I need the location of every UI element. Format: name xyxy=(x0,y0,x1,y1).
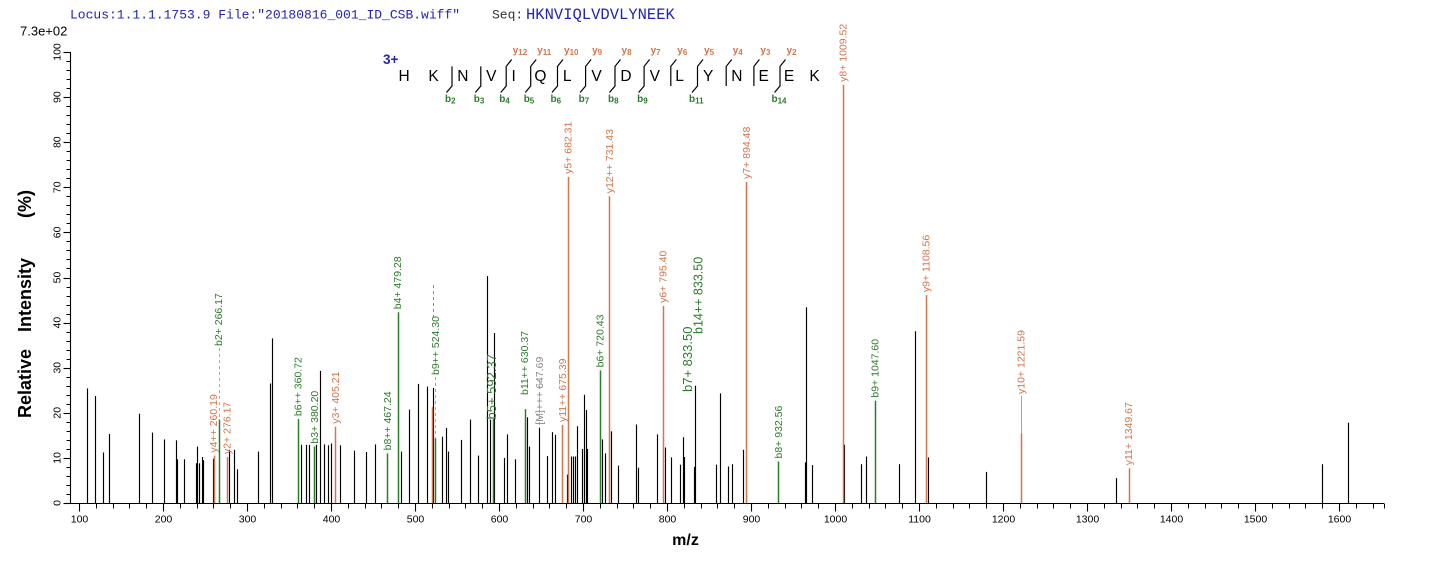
svg-text:600: 600 xyxy=(491,514,509,526)
svg-text:RelativeIntensity(%): RelativeIntensity(%) xyxy=(15,190,35,418)
svg-text:b11++ 630.37: b11++ 630.37 xyxy=(519,331,531,395)
svg-text:1100: 1100 xyxy=(908,514,931,526)
svg-text:70: 70 xyxy=(52,181,64,193)
svg-text:D: D xyxy=(620,68,631,85)
svg-text:100: 100 xyxy=(71,514,89,526)
svg-text:b2+ 266.17: b2+ 266.17 xyxy=(213,293,225,346)
svg-text:y11: y11 xyxy=(537,46,552,58)
svg-text:b7: b7 xyxy=(579,94,590,106)
svg-text:y3: y3 xyxy=(760,46,771,58)
svg-text:y2: y2 xyxy=(787,46,798,58)
svg-text:90: 90 xyxy=(52,91,64,103)
svg-text:K: K xyxy=(809,68,820,85)
svg-text:3+: 3+ xyxy=(383,52,399,67)
svg-text:E: E xyxy=(759,68,769,85)
svg-text:1500: 1500 xyxy=(1244,514,1268,526)
svg-text:100: 100 xyxy=(52,43,64,61)
svg-text:y11+ 1349.67: y11+ 1349.67 xyxy=(1123,402,1135,465)
svg-text:K: K xyxy=(428,68,439,85)
svg-text:Locus:1.1.1.1753.9 File:"20180: Locus:1.1.1.1753.9 File:"20180816_001_ID… xyxy=(70,8,460,23)
svg-text:b7+ 833.50: b7+ 833.50 xyxy=(680,327,695,392)
svg-text:900: 900 xyxy=(743,514,761,526)
svg-text:b14: b14 xyxy=(772,94,788,106)
svg-text:b9++ 524.30: b9++ 524.30 xyxy=(430,316,442,375)
svg-text:20: 20 xyxy=(52,407,64,419)
svg-text:y10: y10 xyxy=(564,46,579,58)
svg-text:400: 400 xyxy=(323,514,341,526)
svg-text:300: 300 xyxy=(239,514,257,526)
svg-text:V: V xyxy=(650,68,661,85)
svg-text:y6+ 795.40: y6+ 795.40 xyxy=(658,250,670,302)
svg-text:y4++ 260.19: y4++ 260.19 xyxy=(208,394,220,453)
svg-text:N: N xyxy=(731,68,742,85)
svg-text:0: 0 xyxy=(52,500,64,506)
svg-text:y9+ 1108.56: y9+ 1108.56 xyxy=(921,235,933,292)
svg-text:b11: b11 xyxy=(689,94,704,106)
svg-text:b8: b8 xyxy=(608,94,619,106)
svg-text:m/z: m/z xyxy=(672,532,699,549)
svg-text:b14++ 833.50: b14++ 833.50 xyxy=(692,257,706,334)
svg-text:y7+ 894.48: y7+ 894.48 xyxy=(741,126,753,178)
svg-text:b8++ 467.24: b8++ 467.24 xyxy=(382,391,394,450)
svg-text:y9: y9 xyxy=(592,46,603,58)
svg-text:7.3e+02: 7.3e+02 xyxy=(20,24,67,39)
svg-text:200: 200 xyxy=(155,514,173,526)
svg-text:y10+ 1221.59: y10+ 1221.59 xyxy=(1016,330,1028,394)
svg-text:y11++ 675.39: y11++ 675.39 xyxy=(557,358,569,422)
svg-text:1000: 1000 xyxy=(824,514,848,526)
svg-text:1300: 1300 xyxy=(1076,514,1100,526)
svg-text:80: 80 xyxy=(52,136,64,148)
svg-text:I: I xyxy=(512,68,516,85)
svg-text:1400: 1400 xyxy=(1160,514,1184,526)
svg-text:b6: b6 xyxy=(551,94,562,106)
svg-text:HKNVIQLVDVLYNEEK: HKNVIQLVDVLYNEEK xyxy=(526,6,676,24)
svg-text:40: 40 xyxy=(52,317,64,329)
svg-text:b6+ 720.43: b6+ 720.43 xyxy=(595,314,607,367)
svg-text:b5+ 592.37: b5+ 592.37 xyxy=(484,354,499,419)
svg-text:y8+ 1009.52: y8+ 1009.52 xyxy=(838,24,850,82)
svg-text:b9+ 1047.60: b9+ 1047.60 xyxy=(870,339,882,398)
svg-text:b8+ 932.56: b8+ 932.56 xyxy=(773,405,785,458)
svg-text:y12: y12 xyxy=(513,46,528,58)
svg-text:y4: y4 xyxy=(733,46,744,58)
svg-text:b4+ 479.28: b4+ 479.28 xyxy=(392,256,404,309)
svg-text:50: 50 xyxy=(52,272,64,284)
svg-text:1200: 1200 xyxy=(992,514,1016,526)
svg-text:L: L xyxy=(675,68,684,85)
svg-text:800: 800 xyxy=(659,514,677,526)
svg-text:b6++ 360.72: b6++ 360.72 xyxy=(293,357,305,416)
svg-text:y6: y6 xyxy=(677,46,688,58)
svg-text:b3+ 380.20: b3+ 380.20 xyxy=(309,391,321,444)
svg-text:y5+ 682.31: y5+ 682.31 xyxy=(563,121,575,173)
svg-text:Y: Y xyxy=(703,68,713,85)
svg-text:60: 60 xyxy=(52,226,64,238)
svg-text:Q: Q xyxy=(534,68,546,85)
svg-text:1600: 1600 xyxy=(1328,514,1352,526)
svg-text:y8: y8 xyxy=(622,46,633,58)
svg-text:V: V xyxy=(486,68,497,85)
svg-text:10: 10 xyxy=(52,452,64,464)
svg-text:500: 500 xyxy=(407,514,425,526)
svg-text:y2+ 276.17: y2+ 276.17 xyxy=(222,402,234,454)
svg-text:b5: b5 xyxy=(524,94,535,106)
svg-text:b3: b3 xyxy=(474,94,485,106)
svg-text:y7: y7 xyxy=(651,46,662,58)
svg-text:Seq:: Seq: xyxy=(492,8,523,23)
svg-text:y12++ 731.43: y12++ 731.43 xyxy=(604,129,616,193)
svg-text:V: V xyxy=(591,68,602,85)
svg-text:[M]+++ 647.69: [M]+++ 647.69 xyxy=(534,357,546,425)
svg-text:y3+ 405.21: y3+ 405.21 xyxy=(330,371,342,423)
svg-text:L: L xyxy=(563,68,572,85)
svg-text:b9: b9 xyxy=(637,94,648,106)
svg-text:30: 30 xyxy=(52,362,64,374)
svg-text:H: H xyxy=(398,68,409,85)
svg-text:E: E xyxy=(784,68,794,85)
svg-text:b2: b2 xyxy=(445,94,456,106)
svg-text:700: 700 xyxy=(575,514,593,526)
svg-text:N: N xyxy=(457,68,468,85)
svg-text:b4: b4 xyxy=(499,94,510,106)
svg-text:y5: y5 xyxy=(704,46,715,58)
